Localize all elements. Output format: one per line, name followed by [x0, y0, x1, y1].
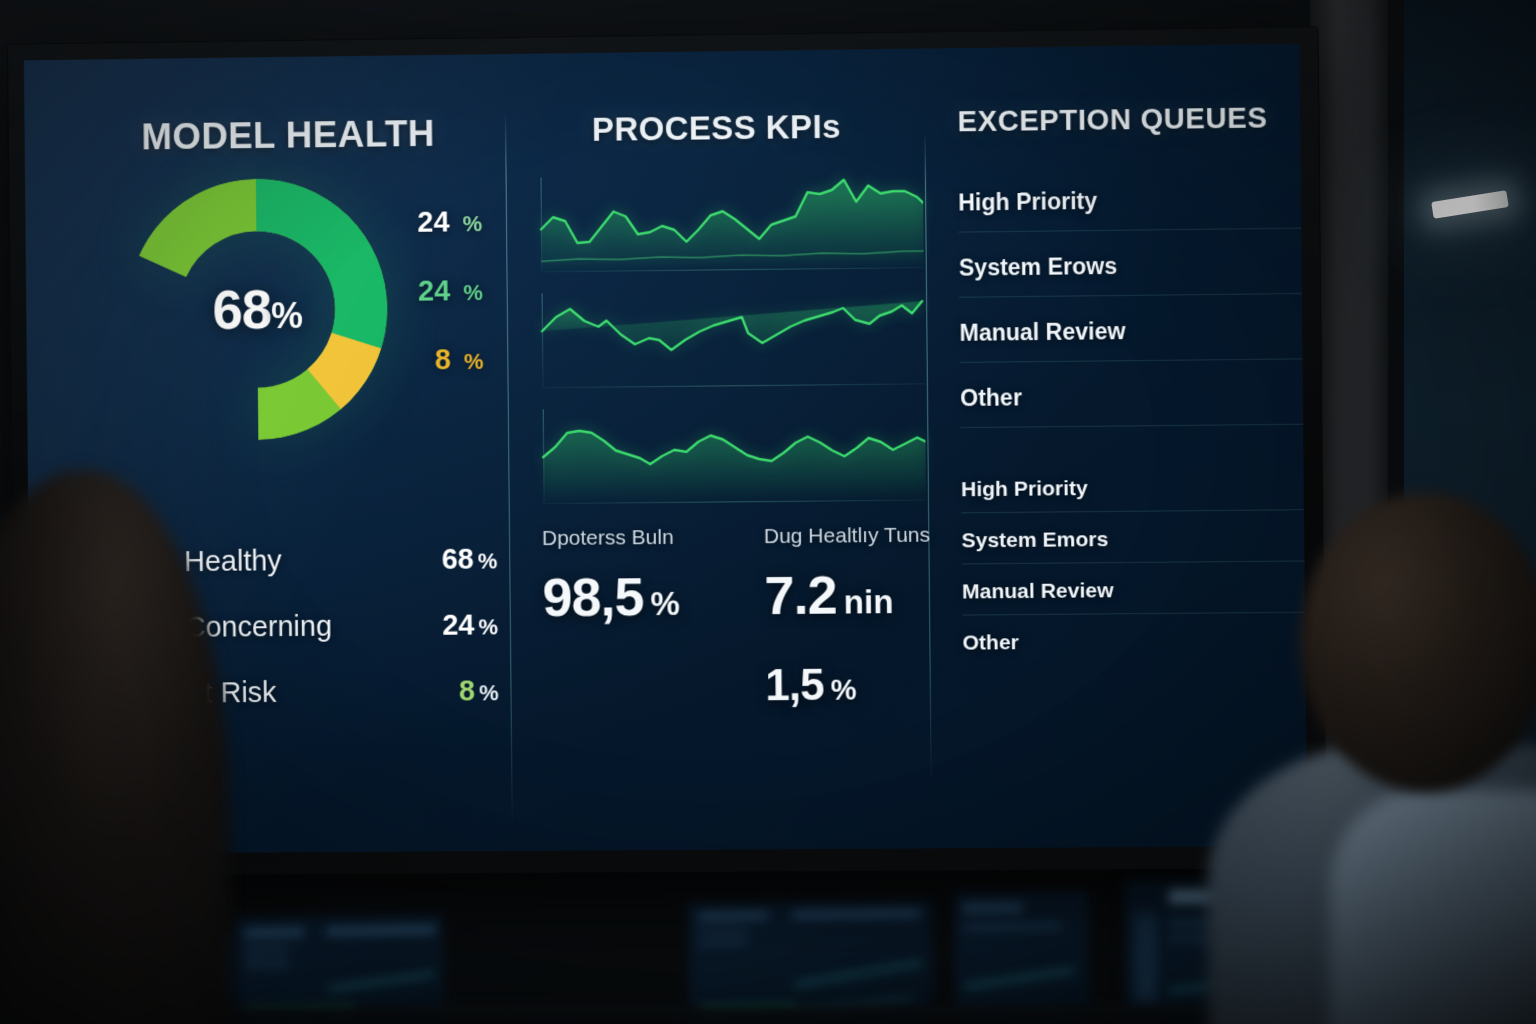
queue-row[interactable]: High Priority 52: [957, 162, 1308, 233]
sparkline-chart: [538, 169, 924, 274]
queue-label: System Erows: [958, 252, 1118, 281]
kpi-sparklines: [538, 169, 927, 506]
list-group-spacer: [960, 424, 1307, 462]
kpi-label: Dpoterss Buln: [541, 525, 674, 551]
kpi-value-number: 7.2: [764, 565, 837, 627]
model-health-donut-chart: 68 % 24 % 24 %: [118, 177, 484, 513]
kpi-cell-right: Dug Healtlıy Tuns 7.2 nin 1,5 %: [764, 524, 932, 712]
queue-row[interactable]: High Priority 32: [960, 458, 1308, 514]
person-shirt: [1330, 790, 1536, 1024]
kpi-value-unit: %: [830, 674, 857, 707]
kpi-value-unit: nin: [843, 583, 894, 621]
kpi-value-secondary: 1,5 %: [765, 660, 932, 711]
queue-label: High Priority: [958, 187, 1098, 216]
exception-queue-list-primary: High Priority 52 System Erows 57 Manual …: [957, 162, 1308, 666]
callout-value: 24: [417, 206, 450, 239]
queue-row[interactable]: System Erows 57: [958, 227, 1308, 298]
panel-title-exception-queues: EXCEPTION QUEUES: [957, 102, 1268, 139]
legend-value: 8%: [459, 675, 499, 708]
sparkline-chart: [540, 285, 925, 389]
kpi-value-unit: %: [650, 584, 681, 623]
legend-label: Healthy: [183, 545, 282, 579]
queue-label: Other: [962, 631, 1019, 655]
queue-label: Manual Review: [959, 318, 1126, 346]
callout-value: 8: [434, 344, 452, 377]
sparkline-svg-1: [538, 169, 924, 274]
legend-item-healthy[interactable]: Healthy 68%: [149, 543, 497, 579]
legend-value-unit: %: [478, 680, 499, 706]
kpi-value-number: 98,5: [542, 567, 644, 628]
kpi-cell-left: Dpoterss Buln 98,5 %: [542, 525, 754, 713]
queue-row[interactable]: Other 231: [962, 612, 1307, 665]
sparkline-svg-2: [540, 285, 925, 389]
queue-row[interactable]: Manual Review 105: [959, 293, 1308, 363]
kpi-value: 7.2 nin: [764, 564, 931, 627]
kpi-value-number: 1,5: [765, 660, 824, 711]
legend-value: 68%: [442, 543, 498, 576]
legend-value: 24%: [442, 609, 498, 642]
panel-title-process-kpis: PROCESS KPIs: [591, 107, 842, 148]
callout-value: 24: [417, 275, 451, 308]
kpi-values: Dpoterss Buln 98,5 % Dug Healtlıy Tuns 7…: [542, 524, 930, 713]
legend-value-unit: %: [477, 548, 498, 574]
legend-label: At Risk: [185, 676, 277, 710]
kpi-value: 98,5 %: [542, 565, 752, 629]
queue-label: System Emors: [961, 528, 1109, 553]
legend-value-number: 8: [458, 675, 476, 708]
donut-center-unit: %: [270, 294, 303, 337]
donut-callout: 24 %: [373, 275, 483, 309]
donut-callout: 8 %: [374, 344, 484, 378]
background-monitor: [951, 887, 1093, 1024]
donut-center: 68 %: [126, 177, 389, 441]
queue-row[interactable]: System Emors 37: [961, 509, 1308, 565]
callout-unit: %: [463, 280, 483, 306]
queue-row[interactable]: Other 251: [959, 358, 1308, 429]
person-silhouette-right-head: [1300, 492, 1536, 792]
queue-label: Other: [960, 384, 1022, 412]
sparkline-svg-3: [541, 401, 927, 506]
background-monitor: [685, 896, 937, 1024]
queue-label: High Priority: [960, 477, 1088, 502]
donut-callouts: 24 % 24 % 8 %: [372, 206, 483, 414]
queue-label: Manual Review: [961, 579, 1114, 604]
legend-value-number: 68: [441, 543, 474, 576]
sparkline-chart: [541, 401, 927, 506]
panel-title-model-health: MODEL HEALTH: [141, 112, 435, 158]
callout-unit: %: [462, 211, 483, 237]
legend-value-number: 24: [442, 609, 475, 642]
legend-label: Concerning: [184, 610, 333, 644]
panel-process-kpis: PROCESS KPIs: [506, 107, 931, 821]
queue-row[interactable]: Manual Review 105: [961, 560, 1308, 616]
donut-center-value: 68: [212, 278, 272, 341]
kpi-label: Dug Healtlıy Tuns: [763, 523, 931, 549]
callout-unit: %: [463, 348, 484, 375]
legend-value-unit: %: [478, 614, 499, 640]
panel-exception-queues: EXCEPTION QUEUES High Priority 52 System…: [925, 101, 1308, 818]
donut-callout: 24 %: [372, 206, 482, 240]
